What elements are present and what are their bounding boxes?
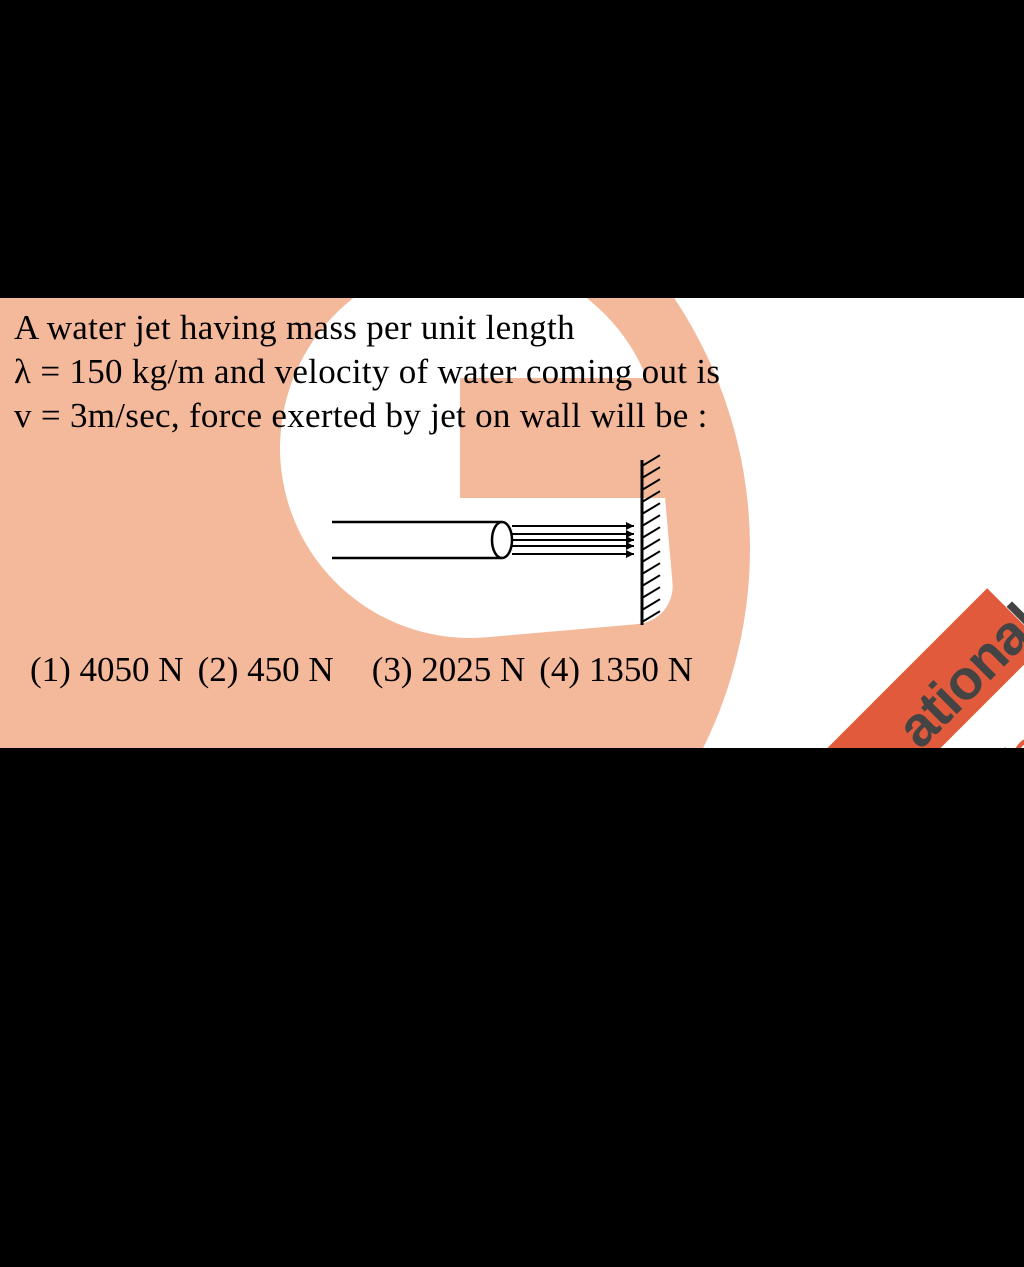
jet-diagram xyxy=(292,450,732,640)
options-row: (1) 4050 N (2) 450 N (3) 2025 N (4) 1350… xyxy=(0,650,1024,690)
option-1: (1) 4050 N xyxy=(30,650,184,690)
diagram-container xyxy=(0,447,1024,642)
question-line-3: v = 3m/sec, force exerted by jet on wall… xyxy=(14,394,1004,438)
question-text: A water jet having mass per unit length … xyxy=(0,298,1024,437)
option-4: (4) 1350 N xyxy=(539,650,693,690)
question-panel: ational 's I A water jet having mass per… xyxy=(0,298,1024,748)
watermark-text-2: 's I xyxy=(989,703,1024,748)
option-3: (3) 2025 N xyxy=(372,650,526,690)
question-line-2: λ = 150 kg/m and velocity of water comin… xyxy=(14,350,1004,394)
question-line-1: A water jet having mass per unit length xyxy=(14,306,1004,350)
option-2: (2) 450 N xyxy=(198,650,334,690)
